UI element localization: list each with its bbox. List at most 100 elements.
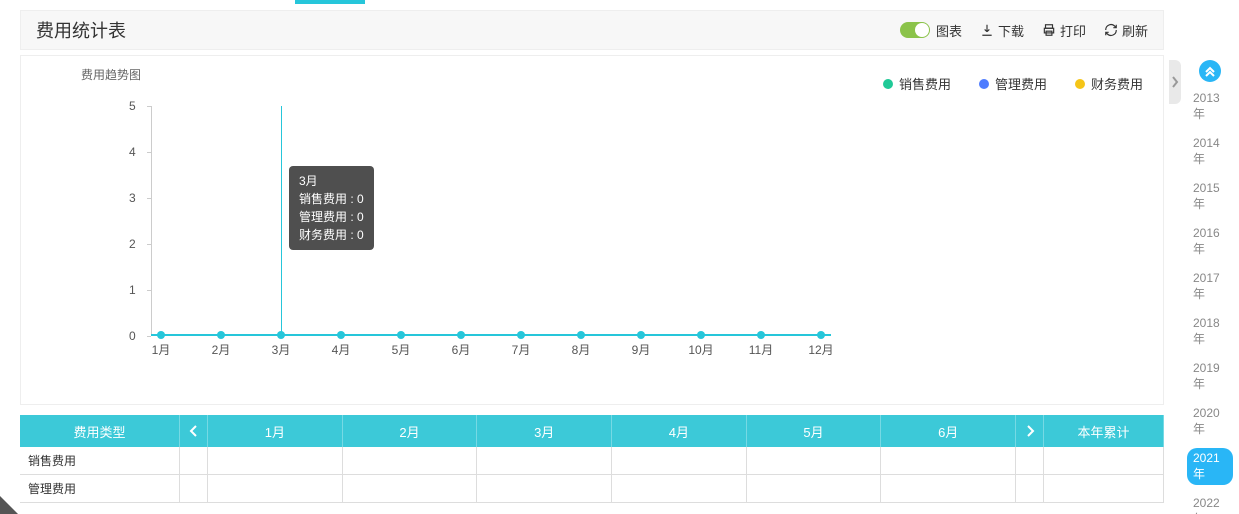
year-item[interactable]: 2013年 [1187, 88, 1233, 125]
td-month [208, 475, 343, 502]
td-month [477, 475, 612, 502]
data-point [217, 331, 225, 339]
year-item[interactable]: 2015年 [1187, 178, 1233, 215]
legend-dot [1075, 79, 1085, 89]
year-scroll-up[interactable] [1199, 60, 1221, 82]
chart-plot[interactable]: 0123451月2月3月4月5月6月7月8月9月10月11月12月3月销售费用 … [151, 106, 831, 366]
x-tick-label: 9月 [632, 341, 651, 358]
td-navpad [180, 447, 208, 474]
th-month-1: 1月 [208, 415, 343, 447]
data-point [817, 331, 825, 339]
x-tick-label: 11月 [749, 341, 773, 358]
refresh-button[interactable]: 刷新 [1104, 21, 1148, 40]
y-tick-mark [147, 198, 151, 199]
table-row: 销售费用 [20, 447, 1164, 475]
y-tick-label: 2 [129, 237, 136, 251]
td-month [881, 475, 1016, 502]
table-next-button[interactable] [1016, 415, 1044, 447]
td-type: 管理费用 [20, 475, 180, 502]
print-button[interactable]: 打印 [1042, 21, 1086, 40]
legend-label: 管理费用 [995, 74, 1047, 93]
th-month-6: 6月 [881, 415, 1016, 447]
y-tick-mark [147, 336, 151, 337]
expense-table: 费用类型 1月 2月 3月 4月 5月 6月 本年累计 销售费用管理费用 [20, 415, 1164, 503]
year-item[interactable]: 2022年 [1187, 493, 1233, 514]
series-line [151, 334, 831, 336]
download-icon [980, 23, 994, 37]
chevron-left-icon [189, 424, 199, 438]
year-item[interactable]: 2018年 [1187, 313, 1233, 350]
data-point [337, 331, 345, 339]
td-month [747, 475, 882, 502]
td-navpad [1016, 447, 1044, 474]
x-tick-label: 2月 [212, 341, 231, 358]
chevron-right-icon [1171, 76, 1179, 88]
y-tick-label: 4 [129, 145, 136, 159]
legend-label: 财务费用 [1091, 74, 1143, 93]
y-tick-mark [147, 290, 151, 291]
chevron-right-icon [1025, 424, 1035, 438]
x-tick-label: 4月 [332, 341, 351, 358]
year-item[interactable]: 2014年 [1187, 133, 1233, 170]
td-month [208, 447, 343, 474]
year-item[interactable]: 2016年 [1187, 223, 1233, 260]
data-point [697, 331, 705, 339]
data-point [577, 331, 585, 339]
year-rail: 2013年 2014年 2015年 2016年 2017年 2018年 2019年 2020年… [1187, 60, 1233, 514]
corner-resize-handle[interactable] [0, 496, 18, 514]
x-tick-label: 8月 [572, 341, 591, 358]
y-tick-label: 3 [129, 191, 136, 205]
page-header: 费用统计表 图表 下载 打印 刷新 [20, 10, 1164, 50]
y-tick-label: 5 [129, 99, 136, 113]
y-tick-mark [147, 106, 151, 107]
legend-dot [883, 79, 893, 89]
chart-legend: 销售费用 管理费用 财务费用 [883, 74, 1143, 93]
chart-subtitle: 费用趋势图 [81, 66, 141, 83]
collapse-handle[interactable] [1169, 60, 1181, 104]
td-total [1044, 447, 1164, 474]
y-tick-mark [147, 244, 151, 245]
top-tab-accent [295, 0, 365, 4]
y-axis [151, 106, 152, 336]
chart-toggle-label: 图表 [936, 21, 962, 40]
td-month [747, 447, 882, 474]
td-total [1044, 475, 1164, 502]
td-month [612, 447, 747, 474]
th-month-3: 3月 [477, 415, 612, 447]
td-month [881, 447, 1016, 474]
td-month [343, 447, 478, 474]
data-point [397, 331, 405, 339]
chart-hover-line [281, 106, 282, 336]
refresh-icon [1104, 23, 1118, 37]
download-button[interactable]: 下载 [980, 21, 1024, 40]
td-type: 销售费用 [20, 447, 180, 474]
chart-toggle[interactable] [900, 22, 930, 38]
data-point [517, 331, 525, 339]
year-item[interactable]: 2017年 [1187, 268, 1233, 305]
table-header-row: 费用类型 1月 2月 3月 4月 5月 6月 本年累计 [20, 415, 1164, 447]
td-month [343, 475, 478, 502]
x-tick-label: 10月 [688, 341, 713, 358]
table-prev-button[interactable] [180, 415, 208, 447]
legend-item[interactable]: 财务费用 [1075, 74, 1143, 93]
x-tick-label: 5月 [392, 341, 411, 358]
td-navpad [180, 475, 208, 502]
td-month [612, 475, 747, 502]
x-tick-label: 7月 [512, 341, 531, 358]
data-point [157, 331, 165, 339]
legend-dot [979, 79, 989, 89]
table-row: 管理费用 [20, 475, 1164, 503]
x-tick-label: 6月 [452, 341, 471, 358]
download-label: 下载 [998, 21, 1024, 40]
x-tick-label: 12月 [808, 341, 833, 358]
legend-item[interactable]: 管理费用 [979, 74, 1047, 93]
year-item[interactable]: 2019年 [1187, 358, 1233, 395]
data-point [757, 331, 765, 339]
legend-item[interactable]: 销售费用 [883, 74, 951, 93]
x-tick-label: 1月 [152, 341, 171, 358]
td-navpad [1016, 475, 1044, 502]
year-item[interactable]: 2021年 [1187, 448, 1233, 485]
td-month [477, 447, 612, 474]
chevron-up-double-icon [1204, 65, 1216, 77]
year-item[interactable]: 2020年 [1187, 403, 1233, 440]
